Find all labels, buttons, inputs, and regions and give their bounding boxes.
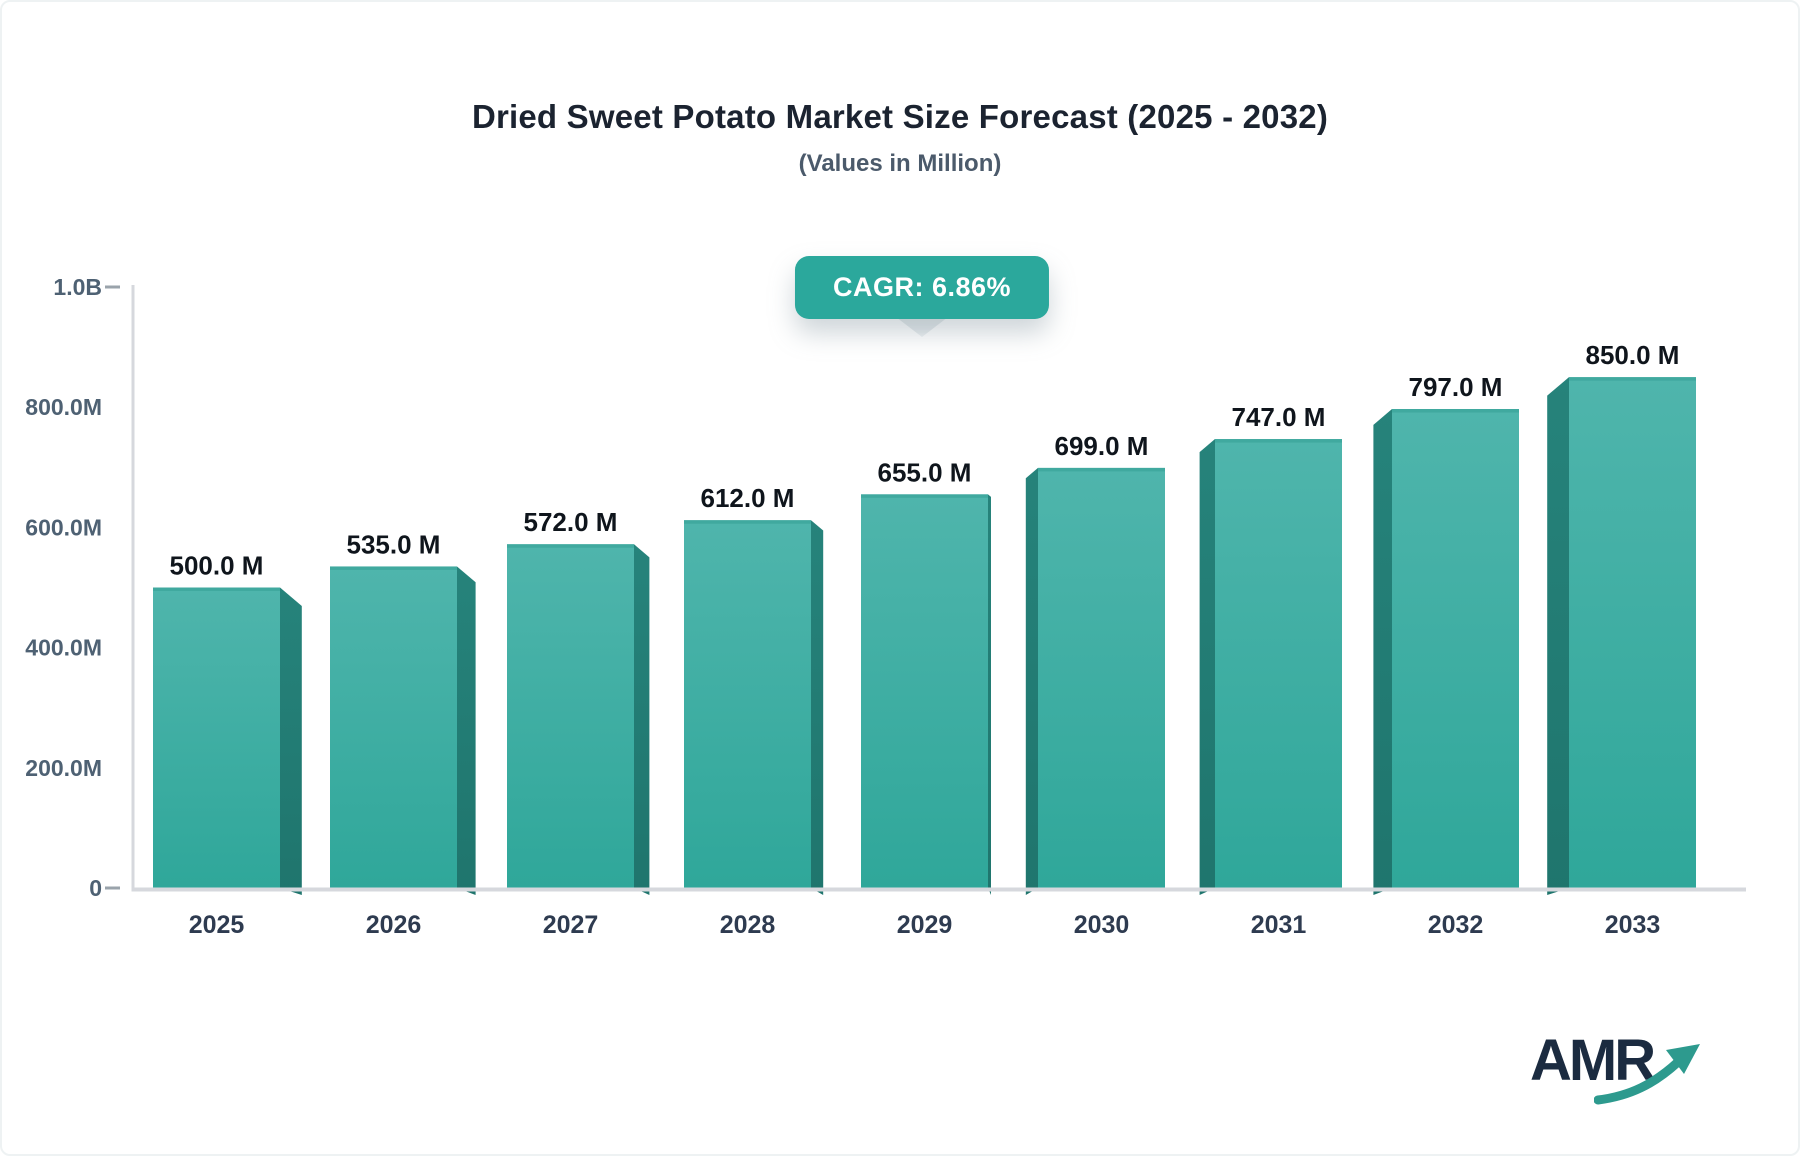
bar-value-label: 850.0 M [1586,340,1680,370]
bar-side-face [1025,467,1038,895]
bar[interactable] [1215,439,1342,888]
bar-value-label: 572.0 M [524,507,618,537]
x-tick-label: 2030 [1074,911,1130,939]
bar[interactable] [1038,467,1165,888]
bar-value-label: 612.0 M [701,483,795,513]
bars-layer: 500.0 M 535.0 M 572.0 M 612.0 M 655.0 M 699.0… [153,340,1696,895]
bar[interactable] [153,587,280,889]
bar-value-label: 535.0 M [347,529,441,559]
x-tick-label: 2031 [1251,911,1307,939]
x-tick-label: 2033 [1605,911,1661,939]
y-tick-label: 1.0B [53,274,102,300]
bar[interactable] [861,494,988,888]
cagr-badge: CAGR: 6.86% [794,256,1050,319]
cagr-badge-wrap: CAGR: 6.86% [794,256,1050,337]
bar-side-face [988,494,991,895]
bar-group-2026: 535.0 M [330,529,476,895]
bar-group-2031: 747.0 M [1199,402,1342,895]
y-tick-label: 200.0M [25,755,102,781]
x-tick-label: 2027 [543,911,599,939]
bar-group-2027: 572.0 M [507,507,650,895]
bar-top-edge [507,544,634,548]
amr-logo-text: AMR [1530,1028,1656,1093]
x-tick-label: 2028 [720,911,776,939]
bar-value-label: 699.0 M [1055,431,1149,461]
bar-side-face [1373,409,1392,895]
bar-top-edge [330,566,457,570]
x-tick-label: 2026 [366,911,422,939]
x-tick-label: 2029 [897,911,953,939]
bar-group-2032: 797.0 M [1373,372,1519,895]
bar-top-edge [153,587,280,591]
bar-side-face [811,520,824,895]
bar-side-face [1547,377,1569,895]
bar-side-face [280,587,302,895]
bar-top-edge [684,520,811,524]
bar-value-label: 797.0 M [1409,372,1503,402]
bar-side-face [1199,439,1215,895]
bar-value-label: 747.0 M [1232,402,1326,432]
bar[interactable] [684,520,811,888]
bar-top-edge [1038,467,1165,472]
bar-group-2028: 612.0 M [684,483,824,895]
y-tick-label: 0 [89,875,102,901]
bar-top-edge [861,494,988,498]
y-tick-label: 600.0M [25,514,102,540]
bar-group-2029: 655.0 M [861,457,991,895]
bar-group-2030: 699.0 M [1025,431,1165,895]
bar-side-face [634,544,650,895]
bar-value-label: 500.0 M [170,551,264,581]
y-tick-label: 800.0M [25,394,102,420]
x-tick-label: 2032 [1428,911,1484,939]
bar[interactable] [1392,409,1519,888]
bar[interactable] [330,566,457,888]
axis-layer [131,285,1746,892]
bar-value-label: 655.0 M [878,457,972,487]
growth-arrow-icon [1594,1044,1700,1105]
x-tick-label: 2025 [189,911,245,939]
bar-side-face [457,566,476,895]
bar-top-edge [1392,409,1519,413]
chart-title: Dried Sweet Potato Market Size Forecast … [471,98,1329,135]
bar[interactable] [507,544,634,888]
bar-top-edge [1569,377,1696,381]
chart-subtitle: (Values in Million) [798,150,1002,177]
bar-top-edge [1215,439,1342,443]
bar-group-2025: 500.0 M [153,551,302,895]
axis-labels-layer: 2025 2026 2027 2028 2029 2030 2031 2032 2033 0 200… [25,274,1660,939]
bar-group-2033: 850.0 M [1547,340,1696,895]
y-tick-label: 400.0M [25,635,102,661]
bar[interactable] [1569,377,1696,888]
amr-logo: AMR [1530,1032,1730,1122]
